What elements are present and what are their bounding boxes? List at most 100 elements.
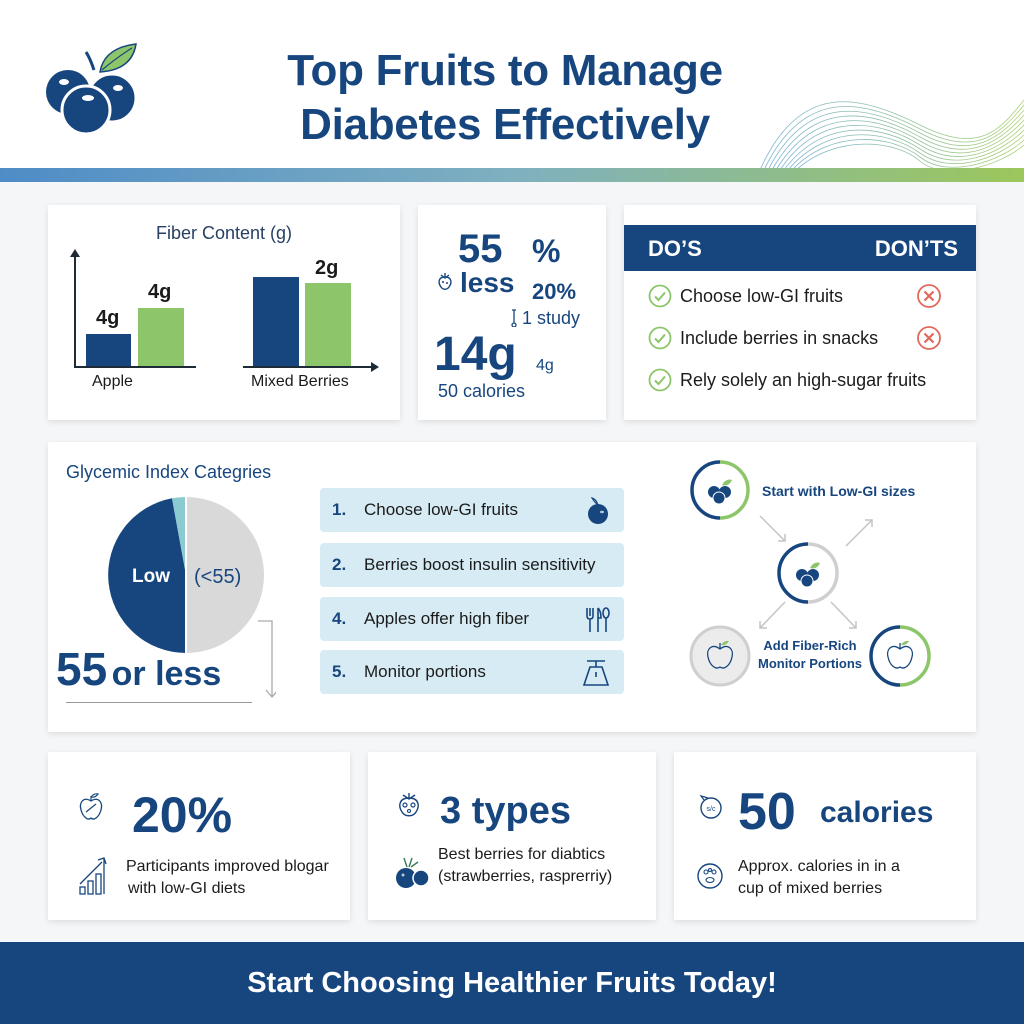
stat-14g: 14g [434, 328, 517, 381]
stat-desc-line-1: Participants improved blogar [126, 858, 329, 875]
stat-4g: 4g [536, 357, 554, 374]
glycemic-title: Glycemic Index Categries [66, 462, 272, 482]
step-item: 4. Apples offer high fiber [320, 597, 624, 641]
berry-face-icon [697, 863, 723, 889]
step-number: 4. [332, 609, 347, 628]
dos-item: Include berries in snacks [648, 325, 968, 351]
gi-suffix: or less [111, 655, 222, 693]
dos-item-text: Include berries in snacks [680, 327, 879, 348]
step-number: 1. [332, 500, 347, 519]
flow-node-start [690, 460, 750, 520]
title-line-1: Top Fruits to Manage [287, 46, 723, 95]
stat-card-participants: 20% Participants improved blogar with lo… [48, 752, 350, 920]
decorative-waves [760, 99, 1024, 170]
stat-55: 55 [458, 227, 503, 271]
pie-low-label: Low [132, 566, 170, 587]
title-line-2: Diabetes Effectively [300, 100, 710, 149]
flow-node-center [777, 542, 839, 604]
divider [66, 702, 252, 703]
stat-desc-line-1: Approx. calories in in a [738, 858, 900, 875]
glycemic-section-card: Glycemic Index Categries Low (<55) 55 or… [48, 442, 976, 732]
gi-number: 55 [56, 643, 108, 695]
scale-icon [582, 660, 610, 686]
stat-card-calories: s/c 50 calories Approx. calories in in a… [674, 752, 976, 920]
stat-desc-line-2: with low-GI diets [128, 880, 246, 897]
x-circle-icon [917, 284, 941, 308]
pie-range-label: (<55) [194, 566, 242, 588]
gi-threshold: 55 or less [56, 642, 221, 696]
dos-label: DO’S [648, 236, 702, 261]
fiber-chart-card: Fiber Content (g) 4g 4g 2g Apple Mixed B… [48, 205, 400, 420]
flow-node-portions [869, 625, 931, 687]
stat-value: 3 types [440, 790, 571, 832]
stat-less: less [460, 267, 515, 298]
step-text: Monitor portions [364, 662, 486, 681]
step-number: 5. [332, 662, 347, 681]
header: Top Fruits to Manage Diabetes Effectivel… [0, 0, 1024, 170]
calorie-badge-icon: s/c [699, 794, 722, 819]
down-arrow-icon [258, 620, 276, 698]
dos-item: Choose low-GI fruits [648, 283, 968, 309]
dos-donts-card: DO’S DON’TS Choose low-GI fruits Include… [624, 205, 976, 420]
utensils-icon [586, 607, 610, 632]
stat-desc-line-2: (strawberries, rasprerriy) [438, 868, 613, 885]
stat-20-percent: 20% [532, 279, 577, 304]
donts-label: DON’TS [874, 236, 958, 261]
stat-number: 50 [738, 783, 796, 841]
flow-node-fiber [689, 625, 751, 687]
stat-study: 1 study [522, 308, 581, 328]
category-label-apple: Apple [92, 373, 133, 390]
step-text: Apples offer high fiber [364, 609, 530, 628]
bar-berries-green [305, 283, 351, 366]
page-title: Top Fruits to Manage Diabetes Effectivel… [200, 44, 810, 152]
blueberries-icon [396, 857, 430, 888]
bar-label: 4g [96, 307, 120, 329]
flow-bottom-label-2: Monitor Portions [758, 656, 862, 671]
stat-percent: % [532, 233, 561, 269]
bar-label: 4g [148, 281, 172, 303]
flow-start-label: Start with Low-GI sizes [762, 483, 916, 499]
stat-unit: calories [820, 796, 934, 829]
step-number: 2. [332, 555, 347, 574]
step-text: Choose low-GI fruits [364, 500, 518, 519]
step-item: 5. Monitor portions [320, 650, 624, 694]
apple-outline-icon [79, 793, 103, 820]
footer-cta-banner: Start Choosing Healthier Fruits Today! [0, 942, 1024, 1024]
check-circle-icon [648, 326, 672, 350]
growth-chart-icon [79, 857, 107, 895]
x-axis-segment [74, 366, 196, 368]
dos-item-text: Rely solely an high-sugar fruits [680, 369, 927, 390]
check-circle-icon [648, 284, 672, 308]
stat-value: 20% [132, 787, 233, 843]
stat-card-berry-types: 3 types Best berries for diabtics (straw… [368, 752, 656, 920]
x-circle-icon [917, 326, 941, 350]
bar-label: 2g [315, 257, 339, 279]
step-item: 2. Berries boost insulin sensitivity [320, 543, 624, 587]
strawberry-icon [438, 273, 452, 290]
category-label-berries: Mixed Berries [251, 373, 349, 390]
dos-item: Rely solely an high-sugar fruits [648, 367, 926, 393]
blueberry-logo-icon [46, 43, 138, 136]
stat-50-calories: 50 calories [438, 381, 526, 401]
y-axis [70, 249, 80, 367]
apple-icon [588, 497, 608, 524]
dos-donts-header: DO’S DON’TS [624, 225, 976, 271]
step-text: Berries boost insulin sensitivity [364, 555, 596, 574]
stats-card: 55 % less 20% 1 study 14g 4g 50 calories [418, 205, 606, 420]
flow-diagram [689, 460, 931, 687]
check-circle-icon [648, 368, 672, 392]
glycemic-pie-chart [108, 497, 264, 653]
dos-item-text: Choose low-GI fruits [680, 285, 844, 306]
x-axis-segment [243, 362, 379, 372]
strawberry-face-icon [399, 793, 419, 817]
stat-desc-line-1: Best berries for diabtics [438, 846, 606, 863]
test-tube-icon [511, 309, 517, 327]
header-gradient-bar [0, 168, 1024, 182]
flow-bottom-label-1: Add Fiber-Rich [763, 638, 857, 653]
chart-title: Fiber Content (g) [155, 223, 293, 243]
bar-apple-blue [86, 334, 131, 366]
step-item: 1. Choose low-GI fruits [320, 488, 624, 532]
bar-berries-blue [253, 277, 299, 366]
bar-apple-green [138, 308, 184, 366]
svg-text:s/c: s/c [707, 806, 716, 813]
